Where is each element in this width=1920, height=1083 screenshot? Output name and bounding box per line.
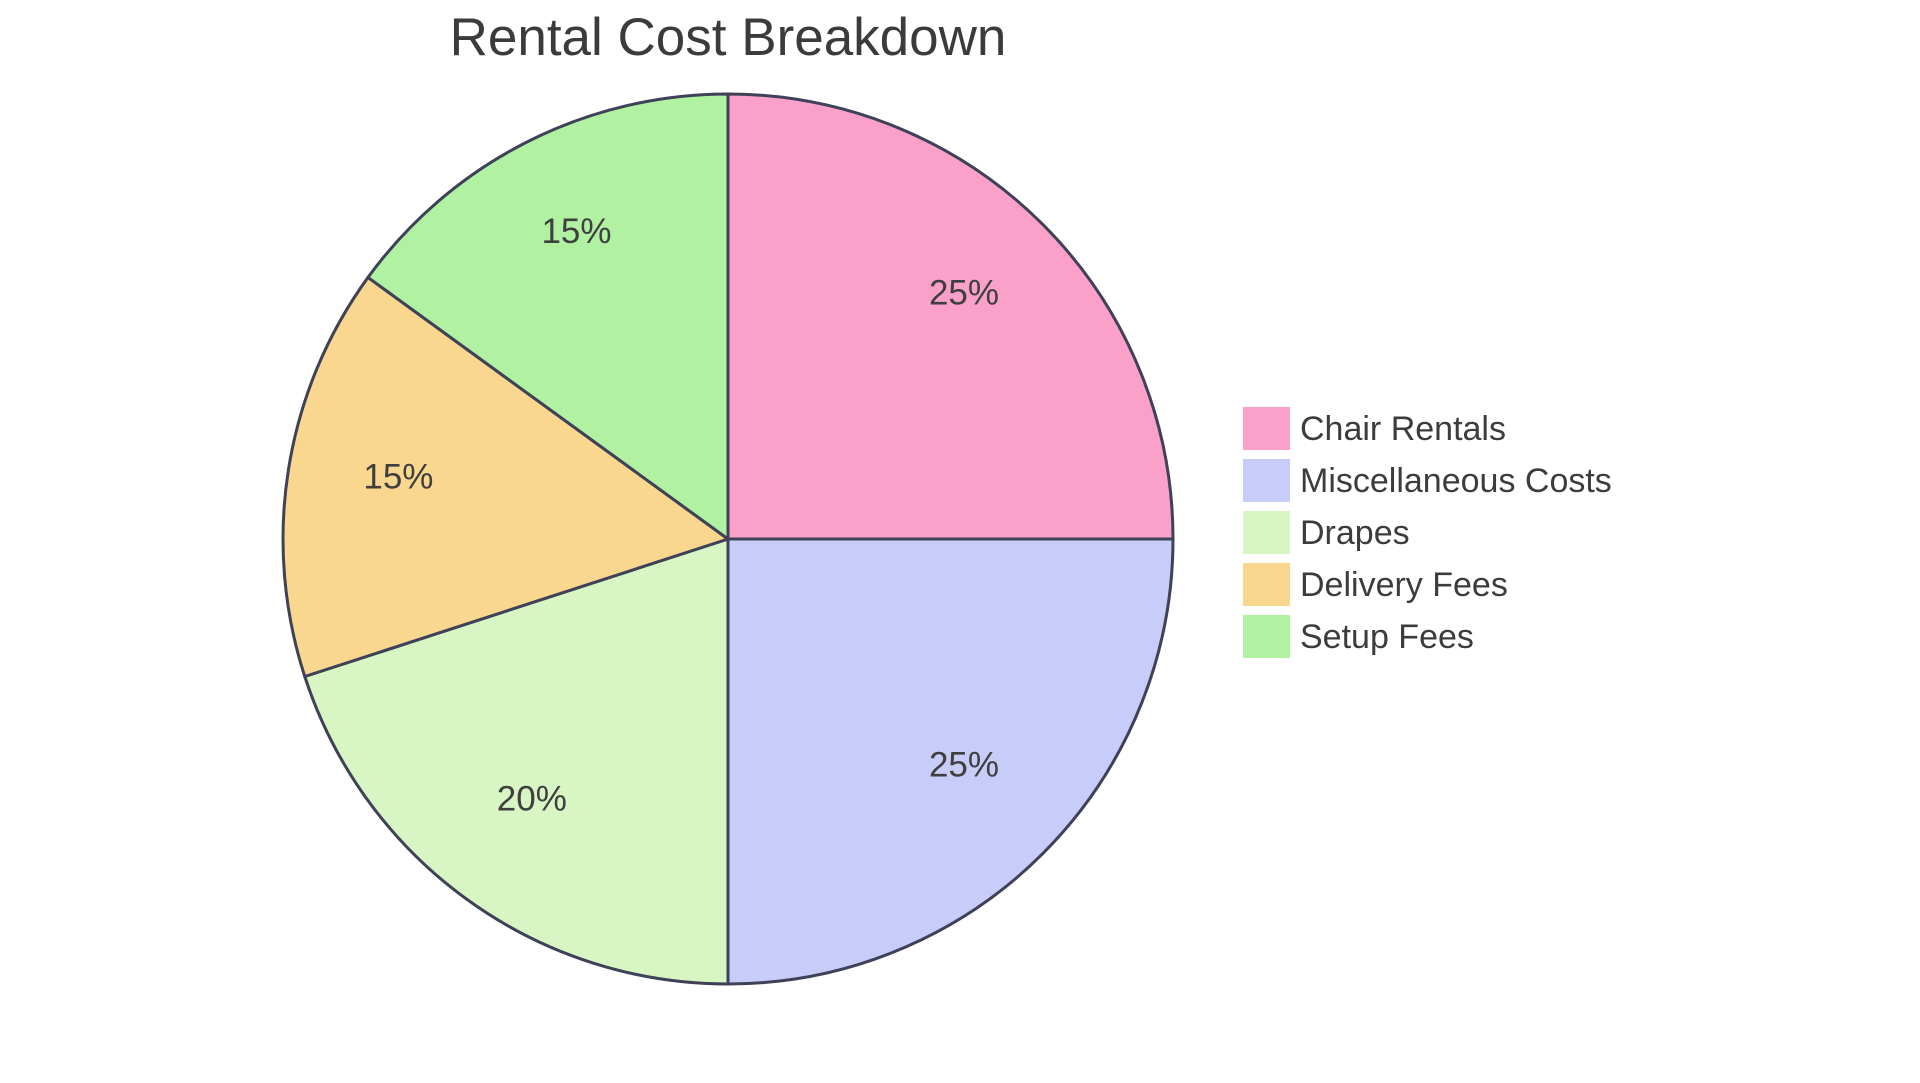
pie-slice-label-drapes: 20% [497, 780, 567, 819]
legend-item-miscellaneous-costs[interactable]: Miscellaneous Costs [1243, 459, 1612, 502]
chart-title: Rental Cost Breakdown [449, 8, 1007, 67]
legend-swatch-miscellaneous-costs [1243, 459, 1290, 502]
legend-item-setup-fees[interactable]: Setup Fees [1243, 615, 1612, 658]
legend-label-miscellaneous-costs: Miscellaneous Costs [1300, 461, 1612, 500]
legend-label-setup-fees: Setup Fees [1300, 617, 1474, 656]
pie-slice-label-setup-fees: 15% [541, 212, 611, 251]
legend-item-drapes[interactable]: Drapes [1243, 511, 1612, 554]
pie-slice-miscellaneous-costs[interactable] [726, 537, 1175, 986]
legend-swatch-drapes [1243, 511, 1290, 554]
legend-item-delivery-fees[interactable]: Delivery Fees [1243, 563, 1612, 606]
pie-slice-drapes[interactable] [303, 537, 730, 986]
pie-slice-setup-fees[interactable] [366, 92, 730, 541]
legend-swatch-delivery-fees [1243, 563, 1290, 606]
pie-slices-group [281, 92, 1175, 986]
legend-label-drapes: Drapes [1300, 513, 1410, 552]
pie-slice-label-delivery-fees: 15% [363, 457, 433, 496]
legend-label-chair-rentals: Chair Rentals [1300, 409, 1506, 448]
pie-slice-label-miscellaneous-costs: 25% [929, 746, 999, 785]
pie-slice-labels-group: 25% 25% 20% 15% 15% [363, 212, 999, 818]
legend-label-delivery-fees: Delivery Fees [1300, 565, 1508, 604]
pie-slice-delivery-fees[interactable] [281, 275, 730, 679]
pie-slice-chair-rentals[interactable] [726, 92, 1175, 541]
legend: Chair Rentals Miscellaneous Costs Drapes De… [1243, 407, 1612, 667]
pie-slice-label-chair-rentals: 25% [929, 274, 999, 313]
legend-swatch-setup-fees [1243, 615, 1290, 658]
legend-swatch-chair-rentals [1243, 407, 1290, 450]
legend-item-chair-rentals[interactable]: Chair Rentals [1243, 407, 1612, 450]
